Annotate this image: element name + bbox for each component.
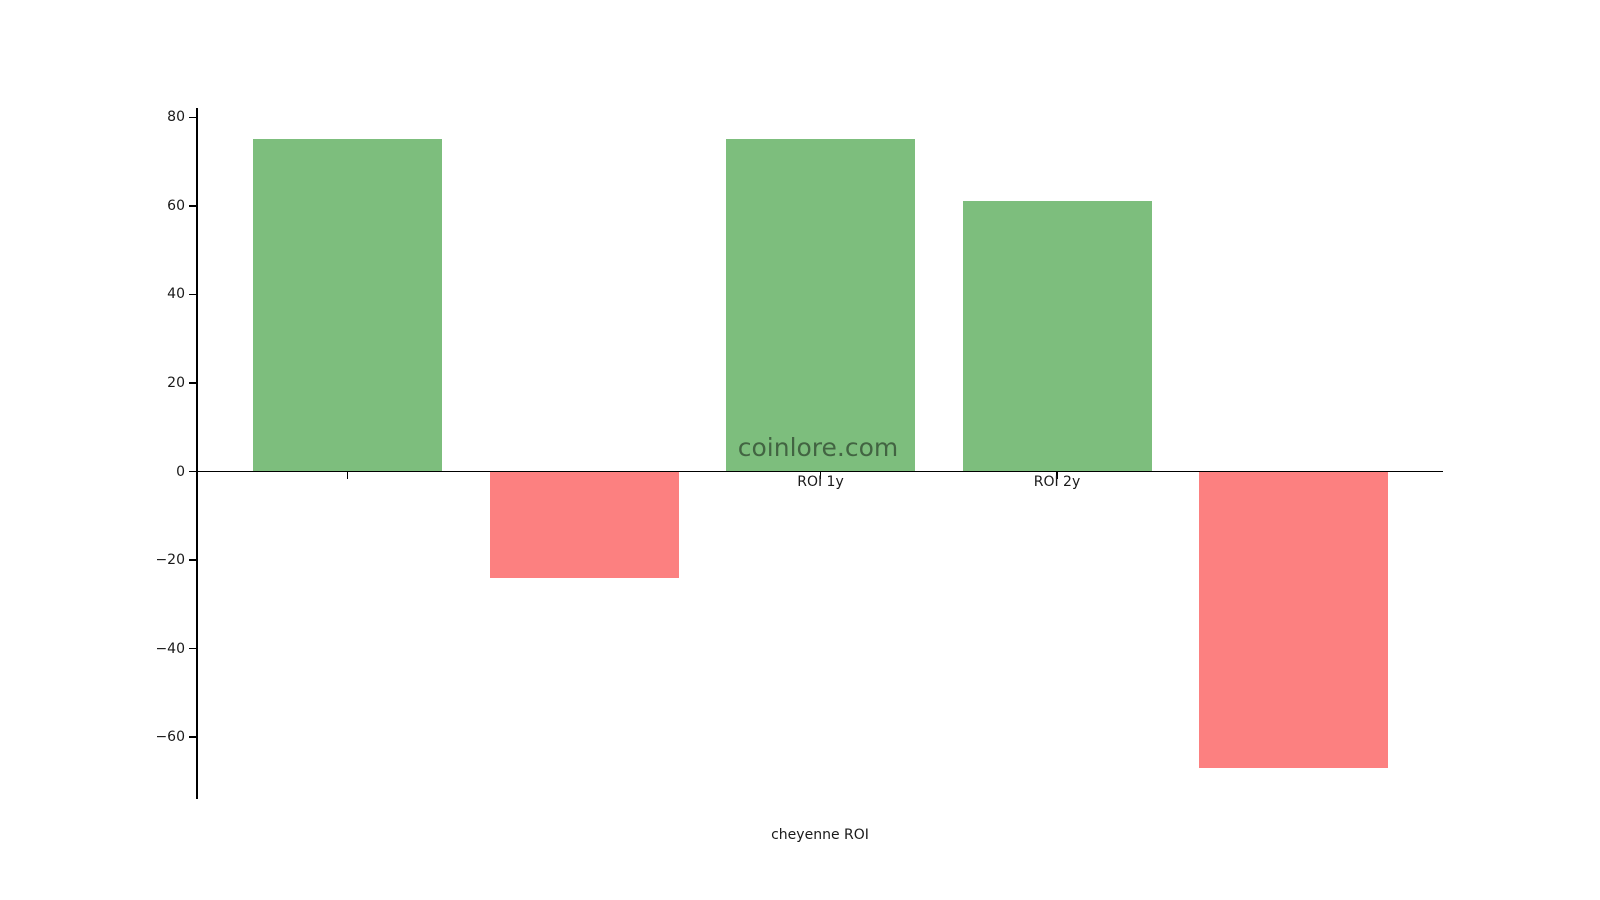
y-tick-label: 80 [167, 109, 185, 126]
y-tick-mark [189, 736, 196, 738]
y-tick-mark [189, 647, 196, 650]
y-tick-mark [189, 116, 196, 118]
x-axis-line [196, 470, 1443, 473]
y-tick-mark [189, 470, 196, 473]
chart-bar [489, 471, 679, 578]
chart-bar [726, 139, 915, 472]
y-tick-label: −60 [155, 729, 185, 746]
y-tick-label: −40 [155, 640, 185, 657]
x-tick-mark [819, 471, 822, 479]
x-tick-mark [1056, 471, 1058, 479]
y-tick-mark [189, 205, 196, 207]
chart-bar [962, 201, 1152, 472]
watermark-text: coinlore.com [737, 433, 899, 462]
y-tick-mark [189, 382, 196, 384]
y-tick-mark [189, 559, 196, 561]
y-tick-label: 40 [167, 286, 185, 303]
y-tick-label: 0 [176, 463, 185, 480]
x-tick-label: ROI 1y [797, 473, 844, 490]
y-tick-mark [189, 293, 196, 296]
x-tick-mark [346, 471, 349, 479]
y-axis-spine [196, 108, 198, 800]
chart-bar [253, 139, 442, 472]
chart-bar [1199, 471, 1388, 769]
y-tick-label: 20 [167, 374, 185, 391]
x-axis-title: cheyenne ROI [771, 827, 869, 843]
y-tick-label: −20 [155, 552, 185, 569]
x-tick-label: ROI 2y [1033, 473, 1081, 490]
y-tick-label: 60 [167, 197, 185, 214]
